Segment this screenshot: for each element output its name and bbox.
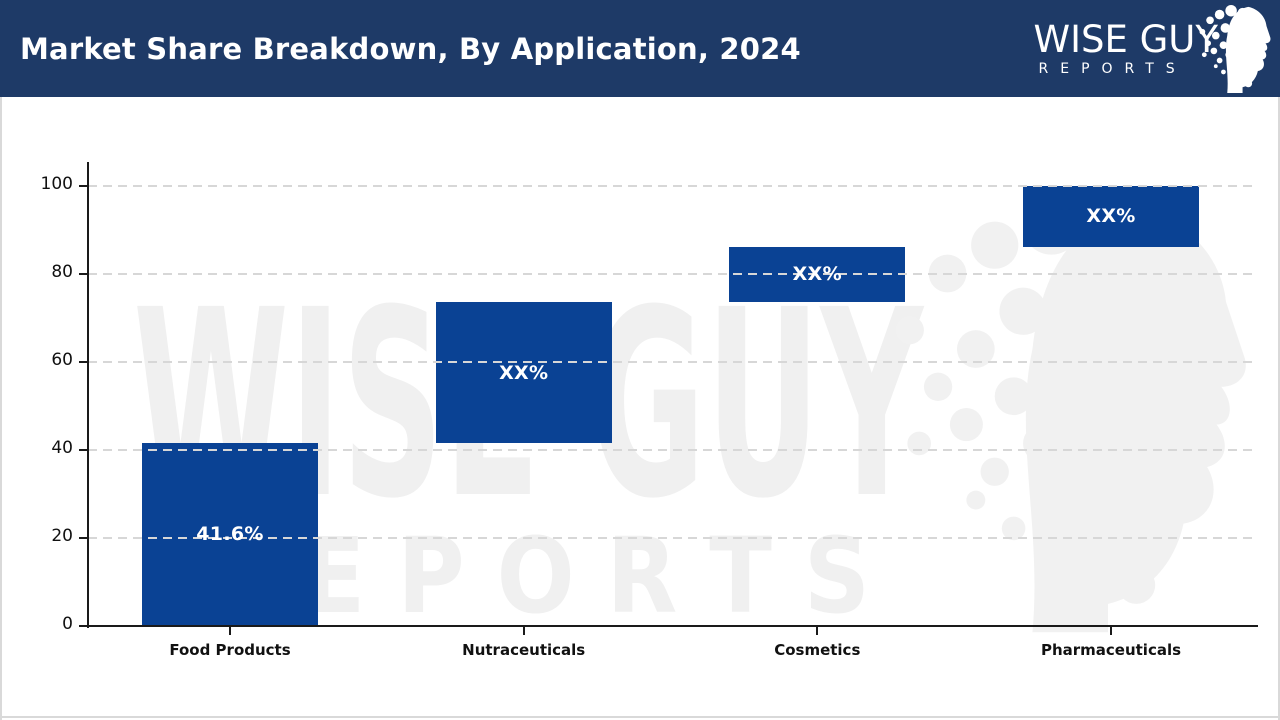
- wiseguy-logo-text: WISE GUY REPORTS: [1034, 21, 1218, 77]
- gridline-60: [88, 361, 1258, 363]
- y-tick-mark-100: [79, 185, 88, 187]
- bar-nutraceuticals: [435, 302, 612, 443]
- x-axis-label-pharmaceuticals: Pharmaceuticals: [1040, 641, 1182, 659]
- bar-label-cosmetics: XX%: [792, 263, 842, 286]
- y-tick-mark-80: [79, 273, 88, 275]
- bar-label-nutraceuticals: XX%: [499, 361, 549, 384]
- wiseguy-logo-name: WISE GUY: [1033, 17, 1218, 61]
- y-tick-mark-20: [79, 537, 88, 539]
- gridline-20: [88, 537, 1258, 539]
- bar-label-food-products: 41.6%: [196, 523, 264, 546]
- x-tick-mark-cosmetics: [816, 626, 819, 635]
- x-axis-label-food-products: Food Products: [169, 641, 291, 659]
- bar-label-pharmaceuticals: XX%: [1086, 205, 1136, 228]
- x-tick-mark-pharmaceuticals: [1110, 626, 1112, 635]
- x-axis-label-nutraceuticals: Nutraceuticals: [462, 641, 586, 659]
- figure-border-left: [0, 97, 2, 720]
- header-bar: Market Share Breakdown, By Application, …: [0, 0, 1280, 97]
- y-axis: [87, 162, 89, 628]
- y-tick-label-60: 60: [51, 350, 73, 370]
- gridline-100: [88, 185, 1258, 187]
- x-tick-mark-food-products: [229, 626, 231, 635]
- figure-border-bottom: [0, 716, 1280, 718]
- y-tick-mark-0: [79, 625, 88, 627]
- y-tick-label-0: 0: [62, 614, 73, 634]
- x-axis: [87, 625, 1258, 627]
- x-axis-label-cosmetics: Cosmetics: [774, 641, 861, 659]
- x-tick-mark-nutraceuticals: [522, 626, 525, 635]
- wiseguy-logo: WISE GUY REPORTS: [1034, 0, 1272, 97]
- y-tick-label-100: 100: [40, 174, 73, 194]
- wiseguy-logo-face-icon: [1199, 4, 1271, 93]
- figure-border-right: [1278, 97, 1280, 720]
- gridline-80: [88, 273, 1258, 275]
- wiseguy-logo-tagline: REPORTS: [1038, 60, 1187, 77]
- chart-title: Market Share Breakdown, By Application, …: [20, 31, 801, 66]
- y-tick-label-40: 40: [51, 438, 73, 458]
- watermark-face-icon: [895, 198, 1246, 633]
- bar-food-products: [142, 442, 318, 626]
- y-tick-label-80: 80: [51, 262, 73, 282]
- gridline-40: [88, 449, 1258, 451]
- y-tick-mark-40: [79, 449, 88, 451]
- y-tick-label-20: 20: [51, 526, 73, 546]
- y-tick-mark-60: [79, 361, 88, 363]
- bar-pharmaceuticals: [1023, 186, 1199, 247]
